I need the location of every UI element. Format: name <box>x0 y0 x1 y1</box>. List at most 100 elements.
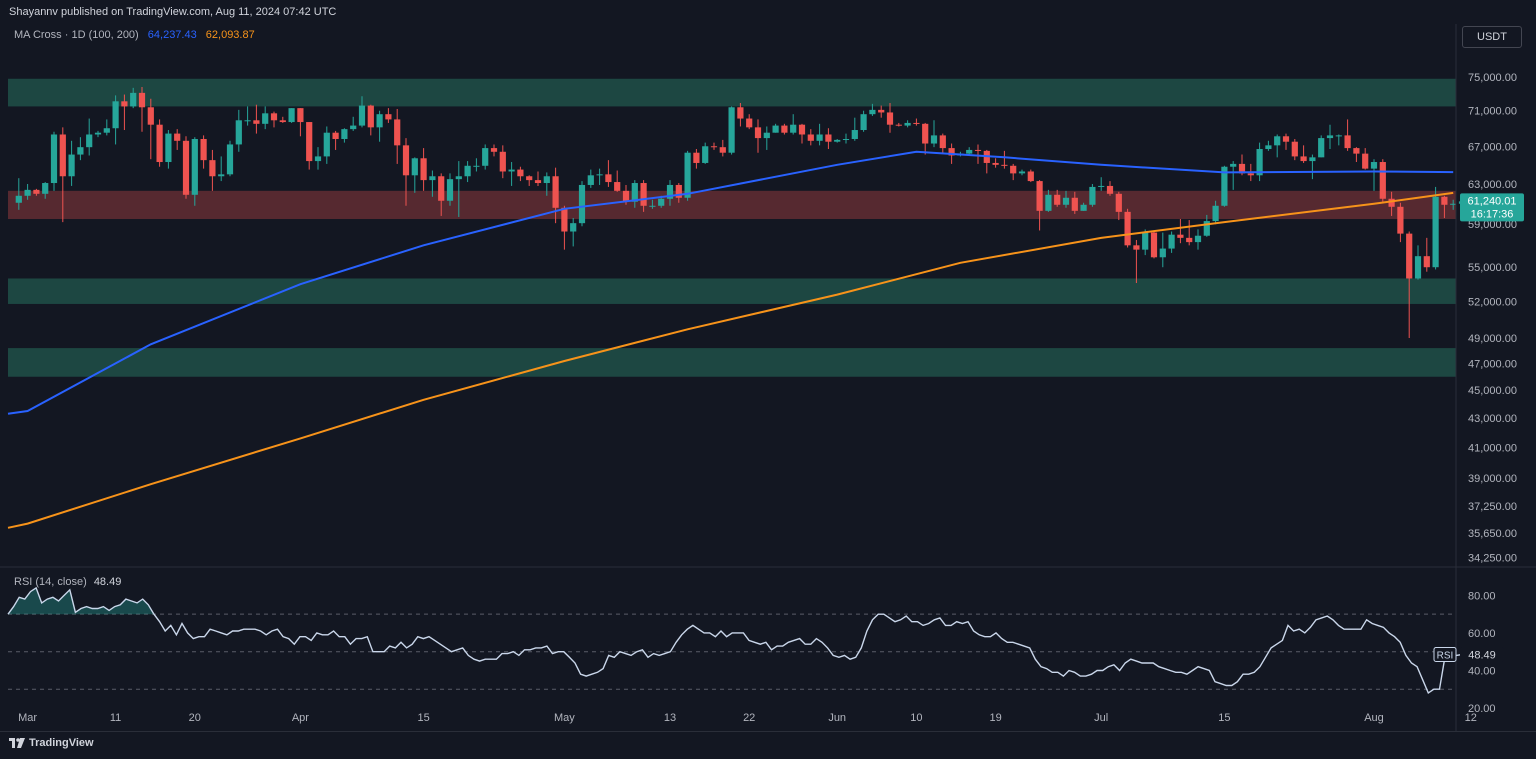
candle-body <box>411 158 418 176</box>
candle-body <box>939 135 946 149</box>
candle-body <box>992 162 999 165</box>
candle-body <box>306 122 313 162</box>
candle-body <box>719 147 726 153</box>
time-tick-label: Aug <box>1364 712 1384 724</box>
candle-body <box>948 148 955 156</box>
price-tick-label: 35,650.00 <box>1468 528 1517 540</box>
candle-body <box>1159 248 1166 258</box>
candle-body <box>464 165 471 177</box>
candle-body <box>834 139 841 142</box>
price-tick-label: 71,000.00 <box>1468 106 1517 118</box>
rsi-tag-value: 48.49 <box>1468 650 1496 662</box>
candle-body <box>50 134 58 184</box>
candle-body <box>490 148 498 152</box>
candle-body <box>200 138 207 161</box>
candle-body <box>1001 164 1008 166</box>
candle-body <box>640 183 647 206</box>
indicator-title[interactable]: MA Cross · 1D (100, 200) <box>14 29 139 41</box>
candle-body <box>790 124 797 133</box>
time-tick-label: 10 <box>910 712 922 724</box>
ma100-value: 64,237.43 <box>147 29 197 41</box>
candle-body <box>350 125 357 130</box>
candle-body <box>1406 233 1413 279</box>
price-tick-label: 34,250.00 <box>1468 553 1517 565</box>
candle-body <box>438 176 445 201</box>
candle-body <box>825 134 832 142</box>
axes-layer: 75,000.00 71,000.00 67,000.00 63,000.00 59,0… <box>0 24 1536 731</box>
candle-body <box>1203 221 1210 236</box>
candle-body <box>367 105 374 128</box>
candle-body <box>886 112 894 125</box>
rsi-title[interactable]: RSI (14, close) <box>14 576 87 588</box>
candles-layer[interactable] <box>15 87 1466 339</box>
candle-body <box>156 124 163 163</box>
candle-body <box>587 175 594 185</box>
candle-body <box>728 107 735 153</box>
candle-body <box>596 174 603 176</box>
candle-body <box>1318 138 1325 158</box>
candle-body <box>1212 205 1219 222</box>
price-tick-label: 39,000.00 <box>1468 473 1517 485</box>
candle-body <box>385 114 392 120</box>
candle-body <box>1177 234 1184 238</box>
indicator-legend[interactable]: MA Cross · 1D (100, 200) 64,237.43 62,09… <box>14 29 261 41</box>
candle-body <box>1124 211 1131 246</box>
zones-layer <box>8 78 1456 377</box>
candle-body <box>226 144 234 175</box>
candle-body <box>1291 141 1298 157</box>
candle-body <box>1133 245 1140 250</box>
countdown-label: 16:17:36 <box>1471 208 1514 220</box>
candle-body <box>1362 153 1369 169</box>
candle-body <box>763 132 770 139</box>
candle-body <box>288 108 295 123</box>
candle-body <box>103 128 110 133</box>
price-tick-label: 63,000.00 <box>1468 179 1517 191</box>
candle-body <box>895 124 902 126</box>
candle-body <box>1018 171 1026 174</box>
rsi-line <box>7 586 1463 695</box>
candle-body <box>1326 135 1334 139</box>
candle-body <box>1045 194 1052 211</box>
candle-body <box>631 183 638 202</box>
price-tick-label: 52,000.00 <box>1468 297 1517 309</box>
ma200-value: 62,093.87 <box>205 29 255 41</box>
price-tick-label: 41,000.00 <box>1468 442 1517 454</box>
candle-body <box>1450 203 1457 205</box>
rsi-tick-label: 80.00 <box>1468 590 1496 602</box>
currency-button[interactable]: USDT <box>1462 26 1522 48</box>
rsi-tick-label: 20.00 <box>1468 703 1496 715</box>
candle-body <box>702 146 709 163</box>
candle-body <box>420 158 427 181</box>
last-price-tag <box>1460 193 1524 222</box>
candle-body <box>526 176 533 181</box>
candle-body <box>605 174 612 183</box>
rsi-tag-label-box <box>1433 647 1457 663</box>
candle-body <box>1194 235 1202 243</box>
candle-body <box>130 92 137 107</box>
candle-body <box>1344 135 1351 149</box>
candle-body <box>578 184 586 224</box>
candle-body <box>517 169 524 177</box>
candle-body <box>42 183 49 194</box>
rsi-legend[interactable]: RSI (14, close) 48.49 <box>14 576 121 588</box>
rsi-current-value: 48.49 <box>93 576 122 588</box>
tradingview-logo[interactable]: TradingView <box>9 737 94 749</box>
candle-body <box>1282 136 1290 142</box>
candle-body <box>1168 234 1175 249</box>
candle-body <box>59 134 66 177</box>
time-tick-label: 15 <box>417 712 429 724</box>
ma200-line <box>7 191 1454 529</box>
time-tick-label: May <box>554 712 575 724</box>
candle-body <box>1300 156 1307 162</box>
time-tick-label: Mar <box>18 712 37 724</box>
candle-body <box>816 134 823 141</box>
candle-body <box>323 132 330 157</box>
rsi-tag-label: RSI <box>1437 651 1454 662</box>
candle-body <box>33 189 40 194</box>
candle-body <box>147 107 154 125</box>
candle-body <box>614 182 621 191</box>
candle-body <box>455 176 462 180</box>
price-tick-label: 55,000.00 <box>1468 262 1517 274</box>
moving-averages-layer <box>7 150 1454 529</box>
